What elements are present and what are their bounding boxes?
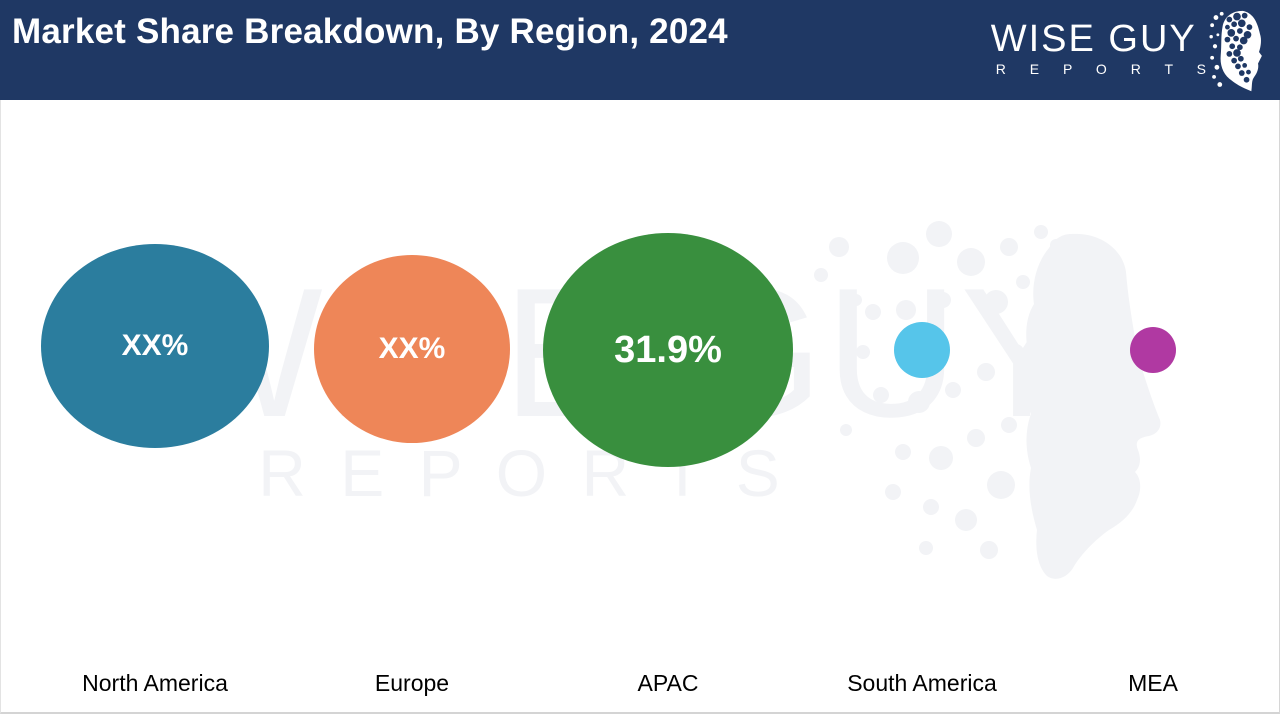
bubble-value-label: XX% xyxy=(378,332,446,365)
watermark-head-icon xyxy=(814,221,1161,579)
logo-text: WISE GUY R E P O R T S xyxy=(991,20,1216,77)
bubble-mea xyxy=(1130,327,1176,373)
bubble-value-label: XX% xyxy=(121,329,189,362)
category-label-mea: MEA xyxy=(1128,670,1178,696)
wiseguy-logo: WISE GUY R E P O R T S xyxy=(991,8,1266,96)
header-bar: Market Share Breakdown, By Region, 2024 … xyxy=(0,0,1280,100)
logo-wordmark: WISE GUY xyxy=(990,18,1197,60)
page-title: Market Share Breakdown, By Region, 2024 xyxy=(12,12,728,51)
bubble-apac: 31.9% xyxy=(543,233,793,467)
bubble-value-label: 31.9% xyxy=(614,328,722,371)
category-label-apac: APAC xyxy=(637,670,699,696)
category-label-north-america: North America xyxy=(82,670,228,696)
category-label-south-america: South America xyxy=(847,670,997,696)
watermark-subtitle: R E P O R T S xyxy=(258,436,788,510)
bubble-south-america xyxy=(894,322,950,378)
bubble-north-america: XX% xyxy=(41,244,269,448)
logo-subtitle: R E P O R T S xyxy=(995,61,1216,77)
logo-head-icon xyxy=(1209,10,1262,92)
bubble-europe: XX% xyxy=(314,255,510,443)
chart-area: WISE GUY R E P O R T S XX%XX%31.9% North… xyxy=(0,100,1280,714)
category-label-europe: Europe xyxy=(374,670,450,696)
